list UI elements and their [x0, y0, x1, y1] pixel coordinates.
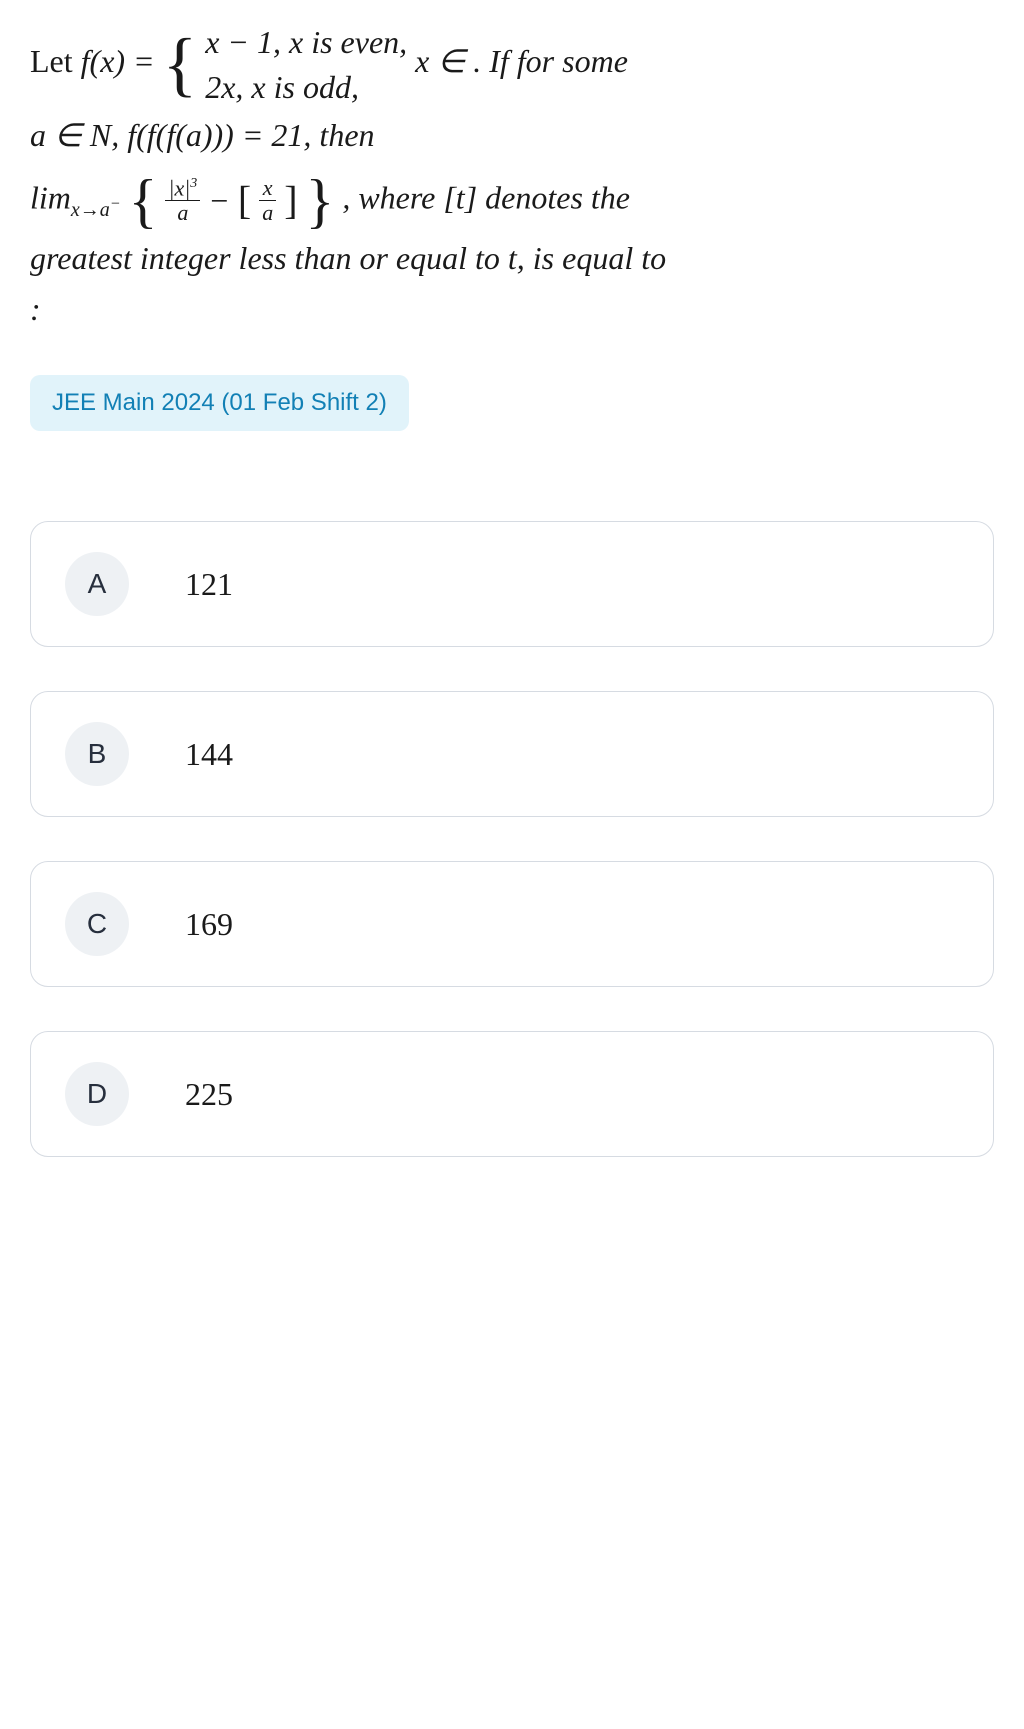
case-even: x − 1, x is even,: [205, 20, 407, 65]
right-curly-icon: }: [306, 168, 335, 234]
option-value-a: 121: [185, 566, 233, 603]
option-c[interactable]: C 169: [30, 861, 994, 987]
option-letter-b: B: [65, 722, 129, 786]
question-line-3: limx→a− { |x|3 a − [ x a ] } , where [t]…: [30, 169, 994, 233]
where-text: , where [t] denotes the: [342, 179, 630, 215]
let-label: Let: [30, 43, 81, 79]
fraction-1: |x|3 a: [165, 176, 200, 226]
question-line-5: :: [30, 284, 994, 335]
left-curly-icon: {: [129, 168, 158, 234]
frac1-num-base: |x|: [168, 175, 190, 200]
question-line-1: Let f(x) = { x − 1, x is even, 2x, x is …: [30, 20, 994, 110]
options-list: A 121 B 144 C 169 D 225: [30, 521, 994, 1157]
bracket-fraction: [ x a ]: [238, 179, 306, 215]
case-odd: 2x, x is odd,: [205, 65, 407, 110]
question-text: Let f(x) = { x − 1, x is even, 2x, x is …: [30, 20, 994, 335]
frac2-numerator: x: [259, 176, 276, 201]
option-d[interactable]: D 225: [30, 1031, 994, 1157]
option-letter-d: D: [65, 1062, 129, 1126]
left-sq-bracket-icon: [: [238, 178, 251, 223]
option-letter-a: A: [65, 552, 129, 616]
right-sq-bracket-icon: ]: [284, 178, 297, 223]
frac1-numerator: |x|3: [165, 176, 200, 202]
option-b[interactable]: B 144: [30, 691, 994, 817]
fraction-2: x a: [259, 176, 276, 225]
frac2-denominator: a: [259, 201, 276, 225]
left-brace-icon: {: [163, 36, 198, 94]
frac1-denominator: a: [165, 201, 200, 225]
frac1-num-exp: 3: [190, 176, 197, 191]
piecewise-block: { x − 1, x is even, 2x, x is odd,: [163, 20, 408, 110]
option-a[interactable]: A 121: [30, 521, 994, 647]
minus-op: −: [208, 182, 238, 218]
fx-equals: f(x) =: [81, 43, 163, 79]
question-line-2: a ∈ N, f(f(f(a))) = 21, then: [30, 110, 994, 161]
option-value-d: 225: [185, 1076, 233, 1113]
lim-subscript: x→a: [71, 199, 110, 221]
lim-label: lim: [30, 179, 71, 215]
lim-minus: −: [110, 195, 121, 212]
question-line-4: greatest integer less than or equal to t…: [30, 233, 994, 284]
option-letter-c: C: [65, 892, 129, 956]
domain-text: x ∈ . If for some: [415, 43, 628, 79]
exam-tag-badge: JEE Main 2024 (01 Feb Shift 2): [30, 375, 409, 431]
option-value-c: 169: [185, 906, 233, 943]
piecewise-cases: x − 1, x is even, 2x, x is odd,: [205, 20, 407, 110]
option-value-b: 144: [185, 736, 233, 773]
